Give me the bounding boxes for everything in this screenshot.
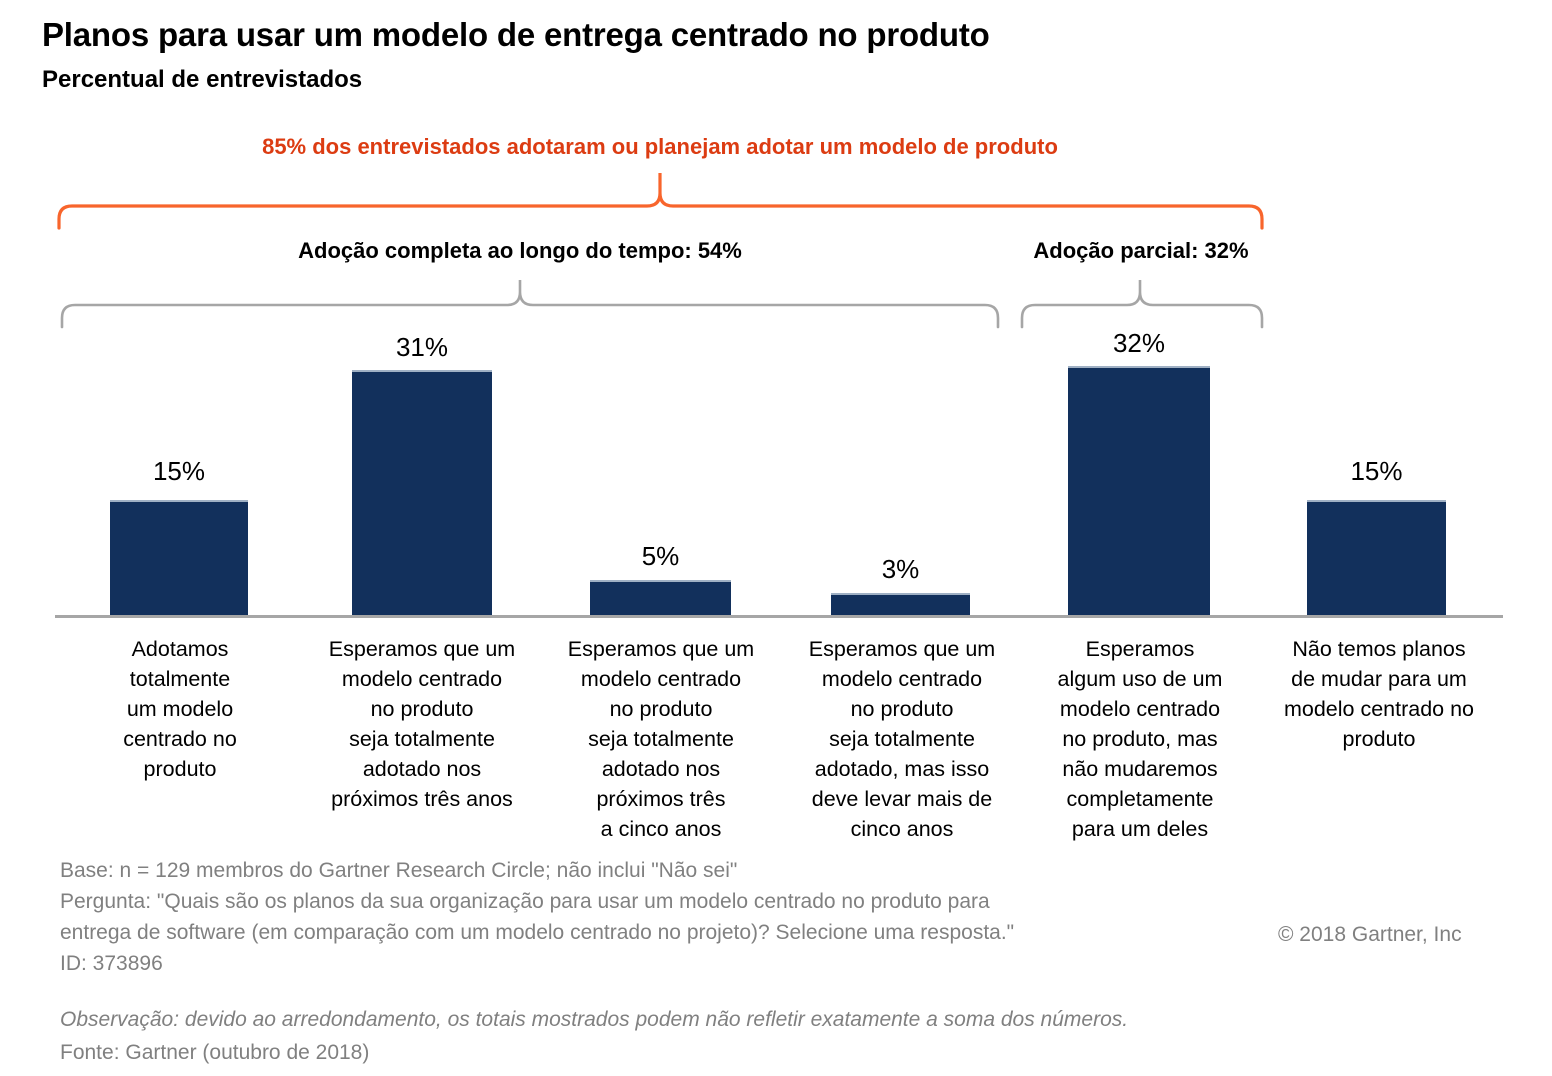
footnote-block: Base: n = 129 membros do Gartner Researc… bbox=[60, 855, 1260, 979]
note-source: Fonte: Gartner (outubro de 2018) bbox=[60, 1041, 370, 1064]
bar-1[interactable] bbox=[352, 370, 492, 615]
bar-value-5: 15% bbox=[1350, 456, 1403, 486]
category-label-0: Adotamos totalmente um modelo centrado n… bbox=[123, 637, 237, 781]
bar-0[interactable] bbox=[110, 500, 248, 615]
bracket-label-full-adoption: Adoção completa ao longo do tempo: 54% bbox=[298, 238, 742, 263]
bar-value-4: 32% bbox=[1112, 328, 1166, 358]
footnote-id: ID: 373896 bbox=[60, 952, 163, 975]
copyright-notice: © 2018 Gartner, Inc bbox=[1278, 923, 1462, 946]
note-observation: Observação: devido ao arredondamento, os… bbox=[60, 1008, 1129, 1031]
page-title: Planos para usar um modelo de entrega ce… bbox=[42, 16, 990, 53]
category-label-4: Esperamos algum uso de um modelo centrad… bbox=[1057, 637, 1223, 841]
footnote-question-line2: entrega de software (em comparação com u… bbox=[60, 921, 1015, 944]
category-label-2: Esperamos que um modelo centrado no prod… bbox=[567, 637, 755, 841]
x-axis-line bbox=[55, 615, 1503, 618]
bar-3[interactable] bbox=[831, 593, 970, 615]
bar-value-2: 5% bbox=[641, 541, 680, 571]
bracket-label-partial-adoption: Adoção parcial: 32% bbox=[1033, 238, 1249, 263]
footnote-base: Base: n = 129 membros do Gartner Researc… bbox=[60, 859, 738, 882]
bar-4[interactable] bbox=[1068, 366, 1210, 615]
bar-5[interactable] bbox=[1307, 500, 1446, 615]
bar-value-3: 3% bbox=[881, 554, 920, 584]
note-block: Observação: devido ao arredondamento, os… bbox=[60, 1003, 1460, 1069]
callout-annotation: 85% dos entrevistados adotaram ou planej… bbox=[262, 134, 1058, 159]
bar-value-1: 31% bbox=[395, 332, 449, 362]
category-label-3: Esperamos que um modelo centrado no prod… bbox=[808, 637, 996, 841]
category-label-1: Esperamos que um modelo centrado no prod… bbox=[328, 637, 516, 811]
page-subtitle: Percentual de entrevistados bbox=[42, 66, 363, 93]
category-label-5: Não temos planos de mudar para um modelo… bbox=[1283, 637, 1475, 751]
footnote-question-line1: Pergunta: "Quais são os planos da sua or… bbox=[60, 890, 990, 913]
bar-value-0: 15% bbox=[152, 456, 206, 486]
bar-2[interactable] bbox=[590, 580, 731, 615]
